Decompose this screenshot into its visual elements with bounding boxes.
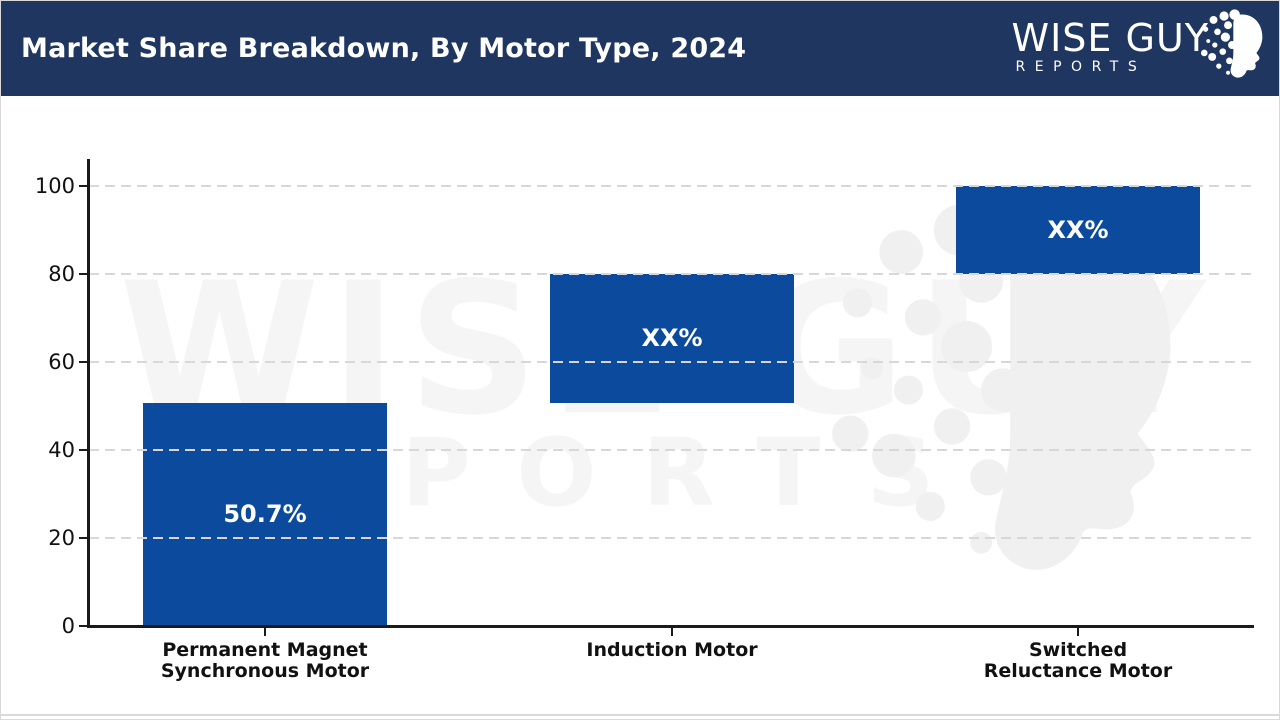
page-title: Market Share Breakdown, By Motor Type, 2…: [21, 33, 747, 64]
gridline-40: [89, 449, 1254, 451]
x-category-line: Induction Motor: [586, 639, 758, 661]
x-tick-mark: [671, 628, 673, 636]
gridline-20: [89, 537, 1254, 539]
y-tick-mark: [79, 449, 88, 451]
x-tick-mark: [264, 628, 266, 636]
gridline-80: [89, 273, 1254, 275]
bottom-edge-rule: [1, 714, 1279, 716]
y-tick-label-20: 20: [48, 526, 75, 550]
y-tick-mark: [79, 537, 88, 539]
wise-guy-reports-logo: WISE GUY REPORTS: [1012, 9, 1265, 85]
bar-switched-reluctance-motor: XX%: [956, 186, 1200, 274]
bar-value-label: XX%: [641, 324, 703, 353]
y-axis-line: [87, 159, 90, 627]
y-tick-mark: [79, 361, 88, 363]
y-tick-label-100: 100: [34, 174, 75, 198]
x-category-line: Reluctance Motor: [983, 660, 1173, 682]
header: Market Share Breakdown, By Motor Type, 2…: [1, 1, 1279, 96]
x-category-line: Switched: [1028, 639, 1128, 661]
wiseguy-face-icon: [1200, 9, 1263, 78]
x-category-line: Synchronous Motor: [160, 660, 370, 682]
y-tick-mark: [79, 273, 88, 275]
logo-wordmark: WISE GUY: [1011, 15, 1209, 60]
bar-value-label: 50.7%: [223, 500, 307, 529]
y-tick-mark: [79, 185, 88, 187]
x-category-line: Permanent Magnet: [162, 639, 368, 661]
y-tick-mark: [79, 625, 88, 627]
x-tick-mark: [1077, 628, 1079, 636]
bar-induction-motor: XX%: [550, 274, 794, 403]
y-tick-label-0: 0: [61, 614, 75, 638]
x-category-label: Switched Reluctance Motor: [878, 640, 1278, 682]
x-category-label: Induction Motor: [472, 640, 872, 661]
y-tick-label-40: 40: [48, 438, 75, 462]
bar-permanent-magnet-synchronous-motor: 50.7%: [143, 402, 387, 626]
y-tick-label-60: 60: [48, 350, 75, 374]
logo-subtitle: REPORTS: [1015, 59, 1147, 76]
x-axis-line: [87, 625, 1254, 628]
x-category-label: Permanent Magnet Synchronous Motor: [65, 640, 465, 682]
y-tick-label-80: 80: [48, 262, 75, 286]
gridline-60: [89, 361, 1254, 363]
gridline-100: [89, 185, 1254, 187]
logo-text: WISE GUY REPORTS: [1011, 15, 1209, 76]
bar-value-label: XX%: [1047, 216, 1109, 244]
